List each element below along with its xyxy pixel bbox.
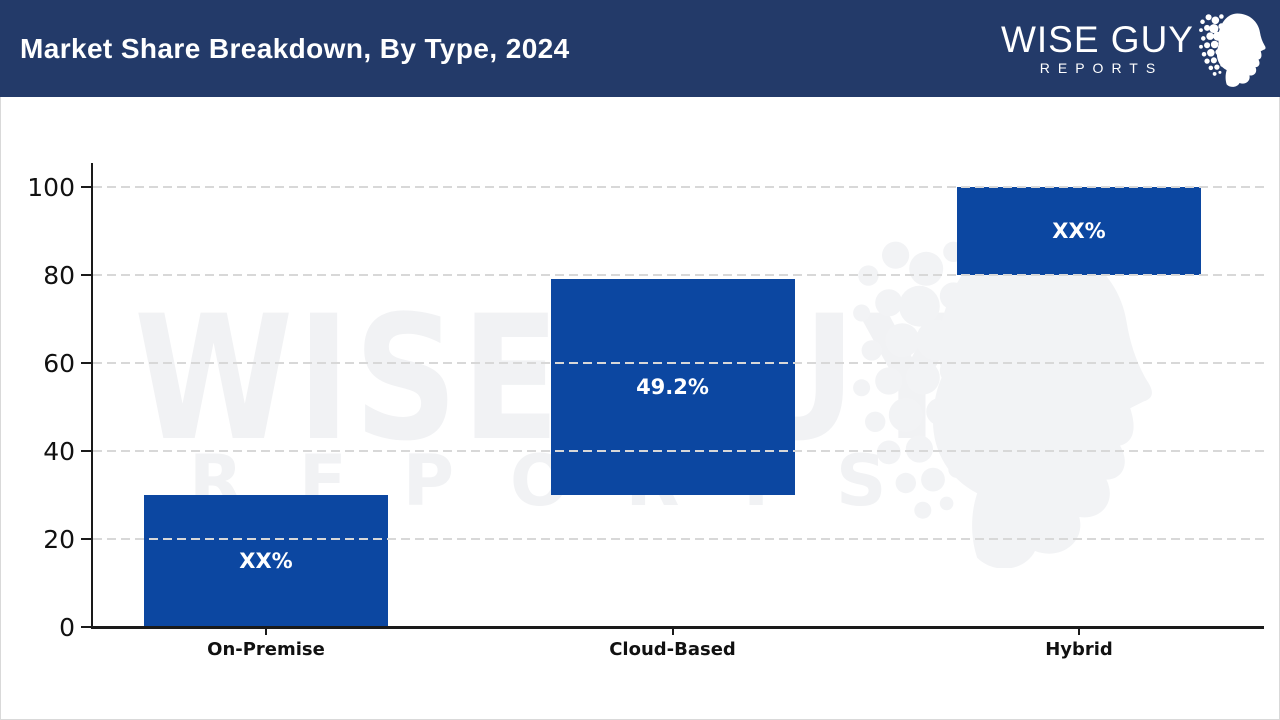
bar [144, 495, 388, 627]
page-title: Market Share Breakdown, By Type, 2024 [20, 32, 570, 64]
y-tick-mark [81, 538, 93, 540]
bar-value-label: 49.2% [636, 374, 709, 399]
y-tick-label: 40 [43, 437, 75, 466]
y-tick-label: 80 [43, 261, 75, 290]
logo-text: WISE GUY REPORTS [1001, 21, 1194, 76]
logo-wordmark: WISE GUY [1000, 19, 1194, 60]
x-category-label: Hybrid [1045, 639, 1113, 660]
logo-face-icon [1199, 12, 1266, 87]
watermark-face-icon [853, 238, 1152, 568]
bar [550, 278, 795, 495]
y-tick-mark [81, 274, 93, 276]
header-bar: Market Share Breakdown, By Type, 2024 WI… [0, 0, 1280, 97]
y-tick-mark [81, 450, 93, 452]
y-tick-mark [81, 362, 93, 364]
y-tick-mark [81, 626, 93, 628]
x-tick-mark [671, 627, 674, 635]
x-axis [91, 626, 1264, 629]
y-tick-label: 100 [27, 173, 75, 202]
y-tick-label: 60 [43, 349, 75, 378]
x-tick-mark [1078, 627, 1080, 635]
chart-canvas: WISE GUY REPORTS [0, 97, 1280, 720]
y-tick-label: 20 [43, 525, 75, 554]
y-tick-mark [81, 186, 93, 188]
x-tick-mark [265, 627, 267, 635]
gridline [93, 538, 1264, 540]
logo-subtitle: REPORTS [1039, 60, 1164, 76]
gridline [93, 186, 1264, 188]
x-category-label: On-Premise [207, 639, 325, 660]
x-category-label: Cloud-Based [609, 639, 736, 660]
wise-guy-reports-logo: WISE GUY REPORTS [1001, 0, 1266, 97]
gridline [93, 450, 1264, 452]
bar-value-label: XX% [1052, 219, 1106, 243]
bar-value-label: XX% [239, 549, 293, 573]
y-axis [91, 163, 93, 629]
gridline [93, 274, 1264, 276]
gridline [93, 362, 1264, 364]
y-tick-label: 0 [59, 613, 75, 642]
